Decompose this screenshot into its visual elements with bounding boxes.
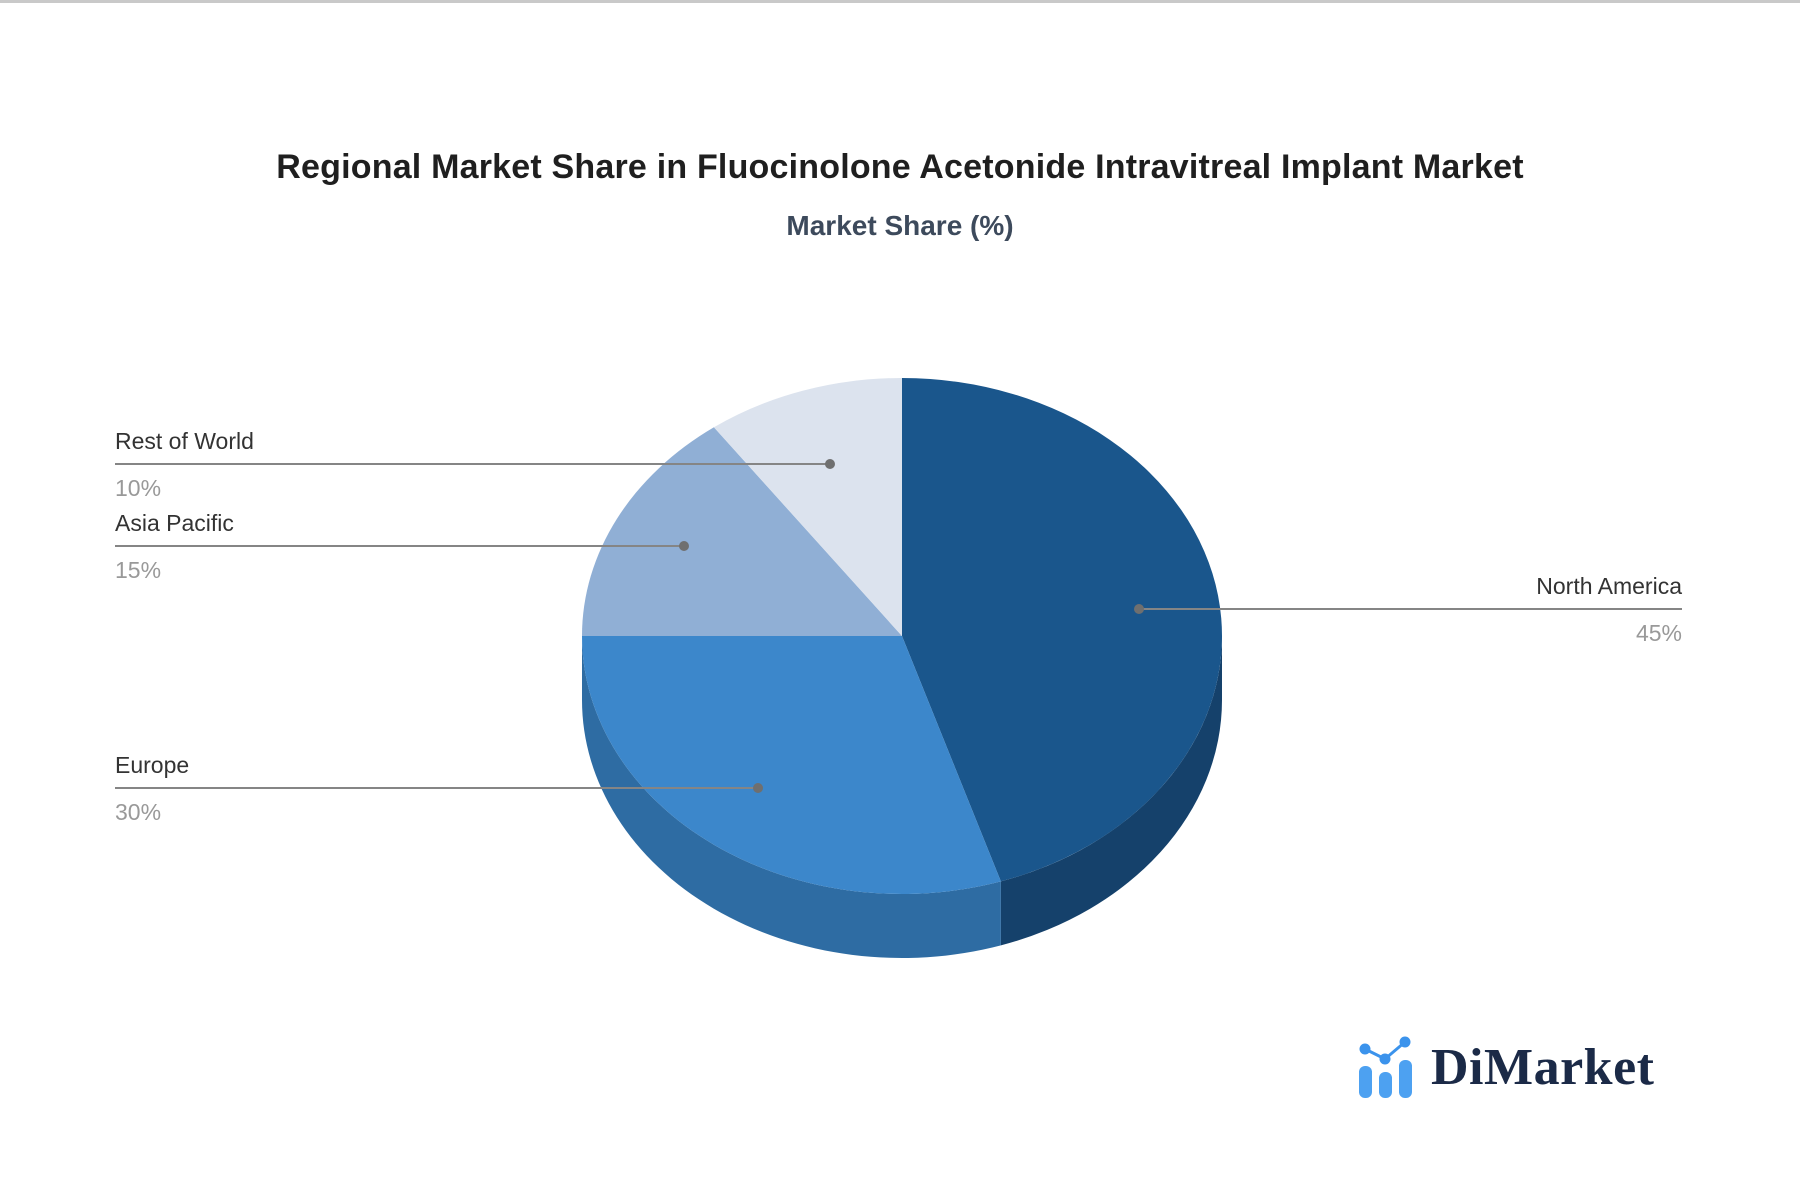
bar-chart-logo-icon xyxy=(1359,1036,1412,1098)
logo-bar-1 xyxy=(1359,1066,1372,1098)
logo-trend-dot-3 xyxy=(1399,1036,1411,1048)
logo-bar-2 xyxy=(1379,1072,1392,1098)
slice-value-north-america: 45% xyxy=(1635,620,1682,646)
pie-slice-rest-of-world[interactable] xyxy=(713,378,902,636)
slice-label-rest-of-world: Rest of World xyxy=(115,428,254,454)
brand-logo-text: DiMarket xyxy=(1431,1039,1655,1096)
slice-label-europe: Europe xyxy=(115,752,190,778)
slice-value-rest-of-world: 10% xyxy=(115,475,162,501)
chart-title: Regional Market Share in Fluocinolone Ac… xyxy=(276,148,1524,186)
pie-slice-north-america-depth xyxy=(1000,636,1222,946)
slice-label-asia-pacific: Asia Pacific xyxy=(115,510,234,536)
logo-trend-dot-1 xyxy=(1359,1043,1371,1055)
leader-dot-north-america xyxy=(1134,604,1144,614)
leader-dot-rest-of-world xyxy=(825,459,835,469)
pie-slice-asia-pacific[interactable] xyxy=(582,427,902,636)
window-top-border xyxy=(0,0,1800,3)
brand-logo: DiMarket xyxy=(1357,1032,1654,1098)
pie-slice-europe-depth xyxy=(582,636,1001,958)
leader-dot-europe xyxy=(753,783,763,793)
slice-label-north-america: North America xyxy=(1536,573,1682,599)
pie-slice-north-america[interactable] xyxy=(902,378,1222,882)
chart-subtitle: Market Share (%) xyxy=(786,210,1014,241)
slice-value-europe: 30% xyxy=(115,799,162,825)
slice-value-asia-pacific: 15% xyxy=(115,557,162,583)
leader-dot-asia-pacific xyxy=(679,541,689,551)
logo-bar-3 xyxy=(1399,1060,1412,1098)
pie-slice-europe[interactable] xyxy=(582,636,1001,895)
logo-trend-dot-2 xyxy=(1379,1053,1391,1065)
